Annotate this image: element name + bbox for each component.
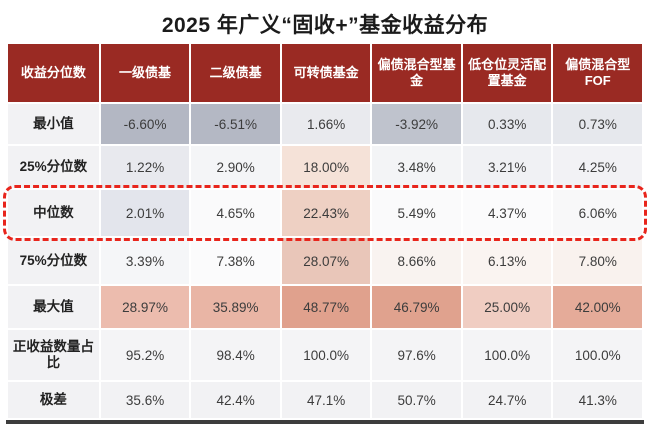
table-row: 极差 35.6% 42.4% 47.1% 50.7% 24.7% 41.3%	[8, 382, 642, 418]
table-cell: 42.00%	[553, 286, 642, 328]
table-cell: 25.00%	[462, 286, 552, 328]
returns-table: 收益分位数 一级债基 二级债基 可转债基金 偏债混合型基金 低仓位灵活配置基金 偏债混合型F…	[6, 42, 644, 420]
table-cell: 3.39%	[100, 238, 190, 284]
column-header: 偏债混合型基金	[372, 44, 461, 102]
row-label: 极差	[8, 382, 99, 418]
table-row: 最大值 28.97% 35.89% 48.77% 46.79% 25.00% 42.00%	[8, 286, 642, 328]
column-header: 二级债基	[191, 44, 280, 102]
table-cell: -6.51%	[191, 104, 280, 144]
table-cell: 7.38%	[191, 238, 280, 284]
table-cell: 1.22%	[100, 146, 190, 188]
page-title: 2025 年广义“固收+”基金收益分布	[161, 14, 489, 37]
header-row: 收益分位数 一级债基 二级债基 可转债基金 偏债混合型基金 低仓位灵活配置基金 偏债混合型F…	[8, 44, 642, 102]
table-cell: 97.6%	[372, 330, 461, 380]
table-cell: 41.3%	[553, 382, 642, 418]
table-row: 25%分位数 1.22% 2.90% 18.00% 3.48% 3.21% 4.25%	[8, 146, 642, 188]
column-header: 一级债基	[100, 44, 190, 102]
row-label: 25%分位数	[8, 146, 99, 188]
table-cell: 0.73%	[553, 104, 642, 144]
table-cell: 22.43%	[281, 190, 371, 236]
table-cell: 28.97%	[100, 286, 190, 328]
table-cell: 4.37%	[462, 190, 552, 236]
table-cell: 4.25%	[553, 146, 642, 188]
table-cell: 100.0%	[281, 330, 371, 380]
table-body: 最小值 -6.60% -6.51% 1.66% -3.92% 0.33% 0.73% 25%分…	[8, 104, 642, 418]
table-cell: 100.0%	[462, 330, 552, 380]
table-cell: 18.00%	[281, 146, 371, 188]
table-cell: 1.66%	[281, 104, 371, 144]
table-cell: -6.60%	[100, 104, 190, 144]
table-cell: 100.0%	[553, 330, 642, 380]
table-cell: -3.92%	[372, 104, 461, 144]
table-row: 75%分位数 3.39% 7.38% 28.07% 8.66% 6.13% 7.80%	[8, 238, 642, 284]
table-row: 最小值 -6.60% -6.51% 1.66% -3.92% 0.33% 0.73%	[8, 104, 642, 144]
table-cell: 42.4%	[191, 382, 280, 418]
table-cell: 8.66%	[372, 238, 461, 284]
table-cell: 95.2%	[100, 330, 190, 380]
row-label: 75%分位数	[8, 238, 99, 284]
table-cell: 50.7%	[372, 382, 461, 418]
table-cell: 3.48%	[372, 146, 461, 188]
row-label: 中位数	[8, 190, 99, 236]
table-header: 收益分位数 一级债基 二级债基 可转债基金 偏债混合型基金 低仓位灵活配置基金 偏债混合型F…	[8, 44, 642, 102]
column-header: 偏债混合型FOF	[553, 44, 642, 102]
table-cell: 6.06%	[553, 190, 642, 236]
row-label: 最大值	[8, 286, 99, 328]
table-cell: 4.65%	[191, 190, 280, 236]
table-cell: 98.4%	[191, 330, 280, 380]
table-cell: 6.13%	[462, 238, 552, 284]
row-label: 正收益数量占比	[8, 330, 99, 380]
table-cell: 48.77%	[281, 286, 371, 328]
table-cell: 2.90%	[191, 146, 280, 188]
table-container: 收益分位数 一级债基 二级债基 可转债基金 偏债混合型基金 低仓位灵活配置基金 偏债混合型F…	[6, 42, 644, 424]
table-cell: 2.01%	[100, 190, 190, 236]
table-cell: 3.21%	[462, 146, 552, 188]
table-row: 中位数 2.01% 4.65% 22.43% 5.49% 4.37% 6.06%	[8, 190, 642, 236]
table-cell: 7.80%	[553, 238, 642, 284]
column-header: 可转债基金	[281, 44, 371, 102]
table-cell: 24.7%	[462, 382, 552, 418]
row-label: 最小值	[8, 104, 99, 144]
column-header: 低仓位灵活配置基金	[462, 44, 552, 102]
column-header: 收益分位数	[8, 44, 99, 102]
table-row: 正收益数量占比 95.2% 98.4% 100.0% 97.6% 100.0% 100.0%	[8, 330, 642, 380]
table-cell: 0.33%	[462, 104, 552, 144]
table-cell: 35.6%	[100, 382, 190, 418]
table-cell: 5.49%	[372, 190, 461, 236]
table-cell: 47.1%	[281, 382, 371, 418]
table-cell: 46.79%	[372, 286, 461, 328]
table-cell: 28.07%	[281, 238, 371, 284]
table-cell: 35.89%	[191, 286, 280, 328]
